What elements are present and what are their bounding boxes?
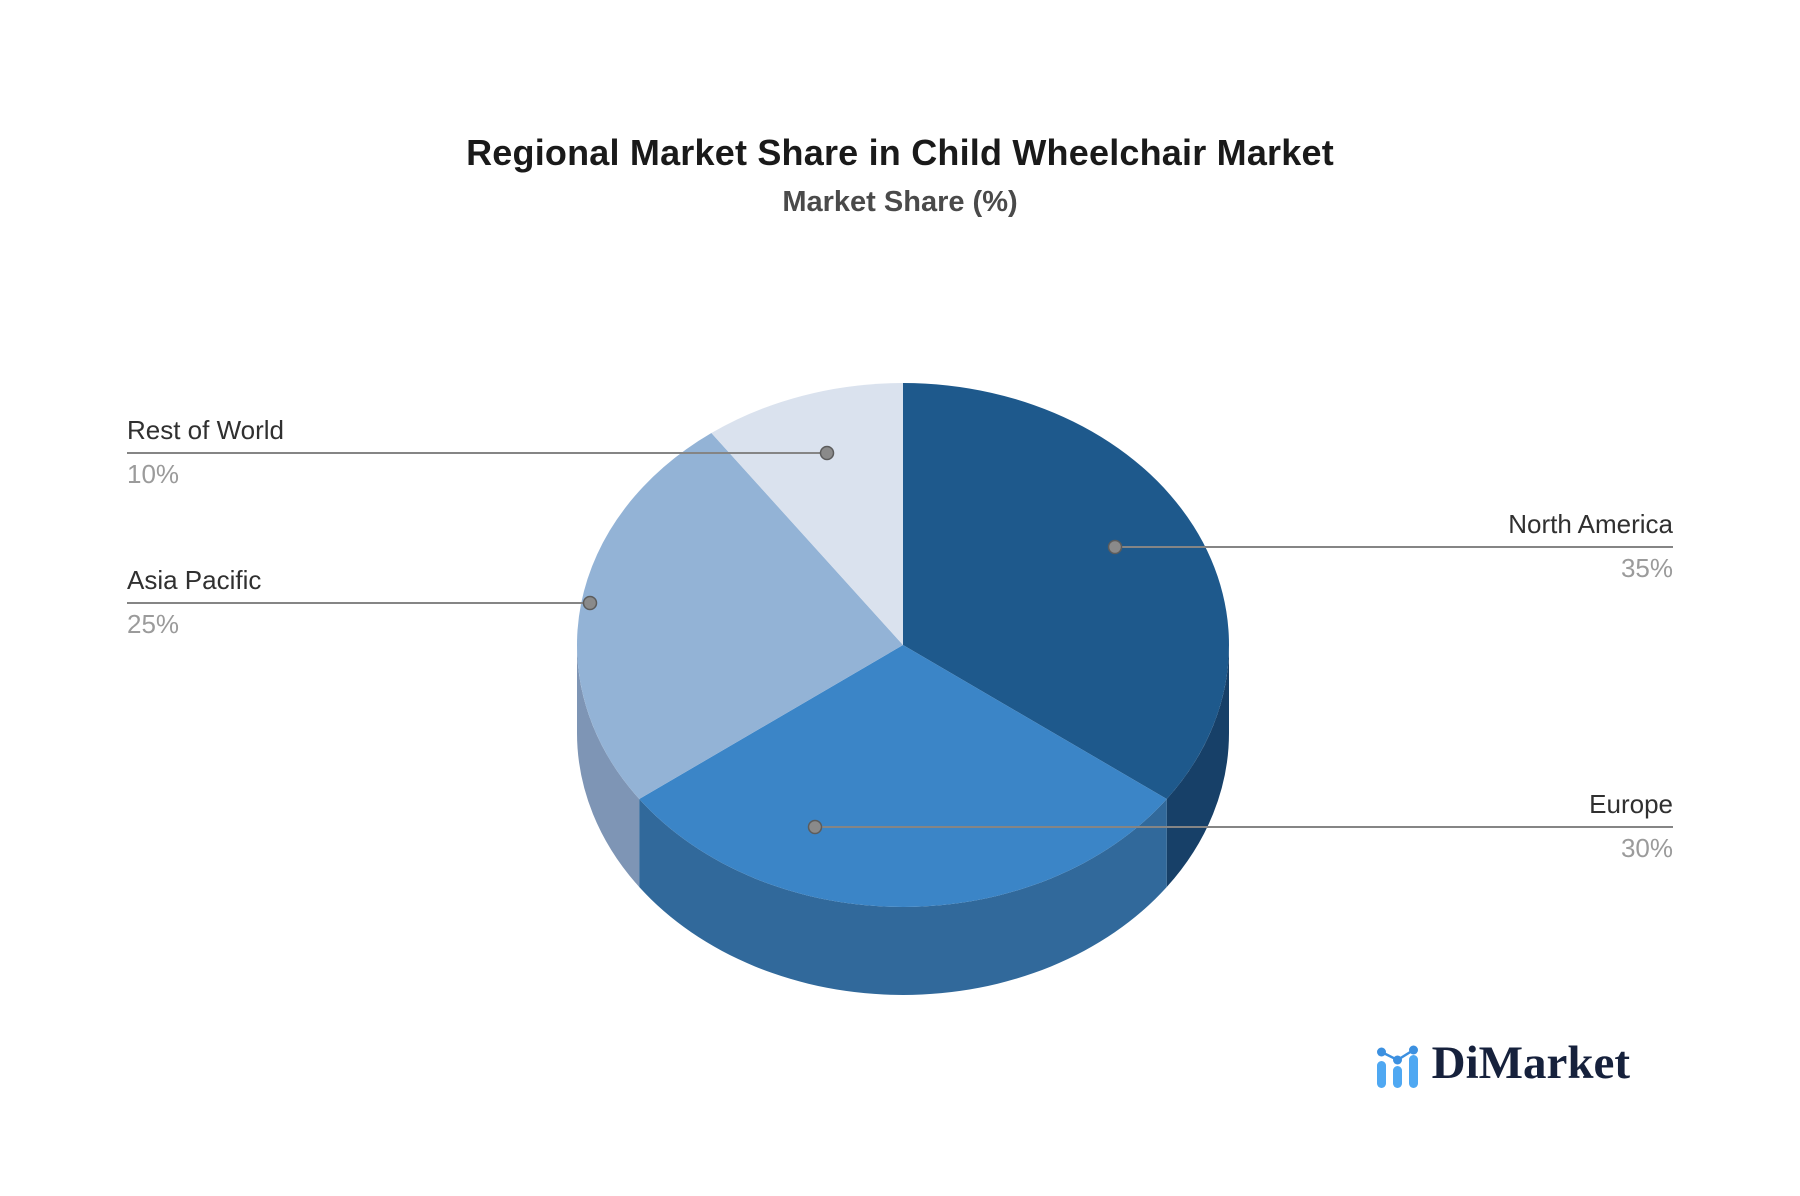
pie-slice-side-asia-pacific — [577, 645, 640, 887]
pie-slice-asia-pacific[interactable] — [577, 433, 903, 799]
chart-title: Regional Market Share in Child Wheelchai… — [466, 132, 1334, 173]
pie-slice-north-america[interactable] — [903, 383, 1230, 799]
pie-slice-side-europe — [639, 799, 1167, 996]
callout-label-north-america: North America — [1508, 509, 1673, 539]
leader-dot-europe — [807, 819, 823, 835]
callout-label-rest-of-world: Rest of World — [127, 415, 285, 445]
brand-logo-text: DiMarket — [1431, 1037, 1630, 1089]
callout-label-asia-pacific: Asia Pacific — [127, 565, 262, 595]
callout-value-north-america: 35% — [1620, 553, 1673, 583]
callout-value-rest-of-world: 10% — [127, 459, 180, 489]
leader-dot-rest-of-world — [819, 445, 835, 461]
leader-dot-asia-pacific — [582, 595, 598, 611]
callout-value-asia-pacific: 25% — [127, 609, 180, 639]
bar-line-chart-icon — [1376, 1045, 1418, 1088]
leader-dot-north-america — [1107, 539, 1123, 555]
pie-slice-rest-of-world[interactable] — [711, 383, 903, 645]
chart-subtitle: Market Share (%) — [782, 186, 1018, 218]
callout-label-europe: Europe — [1589, 789, 1673, 819]
brand-logo: DiMarket — [1376, 1038, 1630, 1088]
pie-slice-europe[interactable] — [639, 645, 1167, 908]
callout-value-europe: 30% — [1620, 833, 1673, 863]
